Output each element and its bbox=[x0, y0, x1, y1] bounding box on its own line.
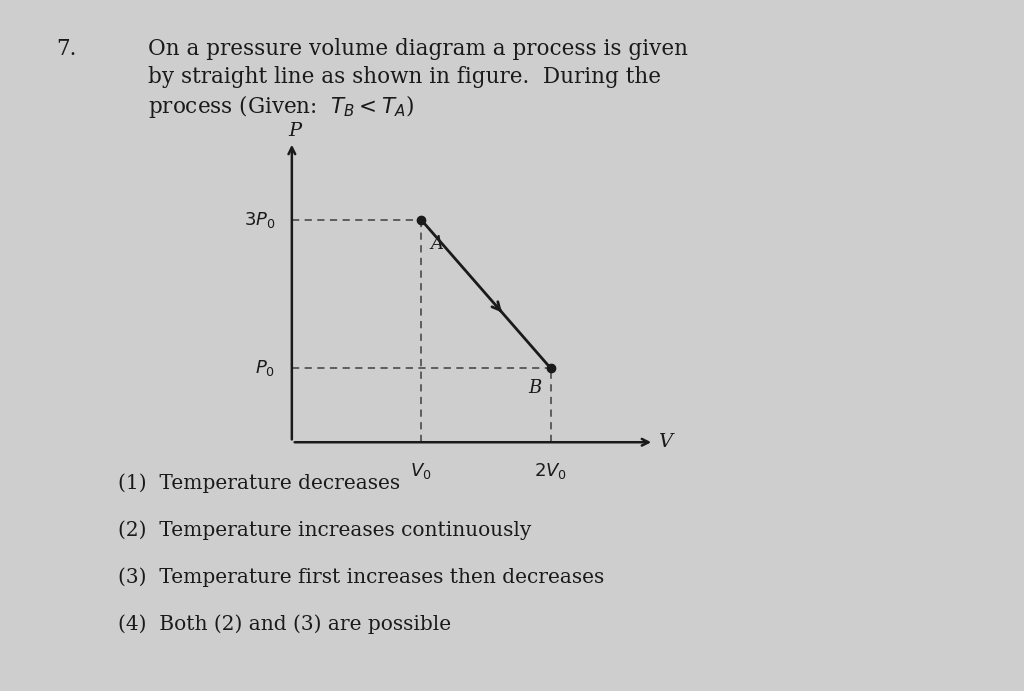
Text: $3P_0$: $3P_0$ bbox=[244, 210, 275, 230]
Text: process (Given:  $T_B < T_A$): process (Given: $T_B < T_A$) bbox=[148, 93, 415, 120]
Text: $2V_0$: $2V_0$ bbox=[535, 461, 567, 481]
Text: (2)  Temperature increases continuously: (2) Temperature increases continuously bbox=[118, 520, 531, 540]
Text: A: A bbox=[430, 235, 443, 253]
Text: V: V bbox=[657, 433, 672, 451]
Text: by straight line as shown in figure.  During the: by straight line as shown in figure. Dur… bbox=[148, 66, 662, 88]
Text: B: B bbox=[528, 379, 542, 397]
Text: $P_0$: $P_0$ bbox=[255, 358, 275, 378]
Text: 7.: 7. bbox=[56, 38, 77, 60]
Text: $V_0$: $V_0$ bbox=[411, 461, 432, 481]
Text: On a pressure volume diagram a process is given: On a pressure volume diagram a process i… bbox=[148, 38, 688, 60]
Text: (4)  Both (2) and (3) are possible: (4) Both (2) and (3) are possible bbox=[118, 614, 451, 634]
Text: (3)  Temperature first increases then decreases: (3) Temperature first increases then dec… bbox=[118, 567, 604, 587]
Text: (1)  Temperature decreases: (1) Temperature decreases bbox=[118, 473, 400, 493]
Text: P: P bbox=[288, 122, 301, 140]
